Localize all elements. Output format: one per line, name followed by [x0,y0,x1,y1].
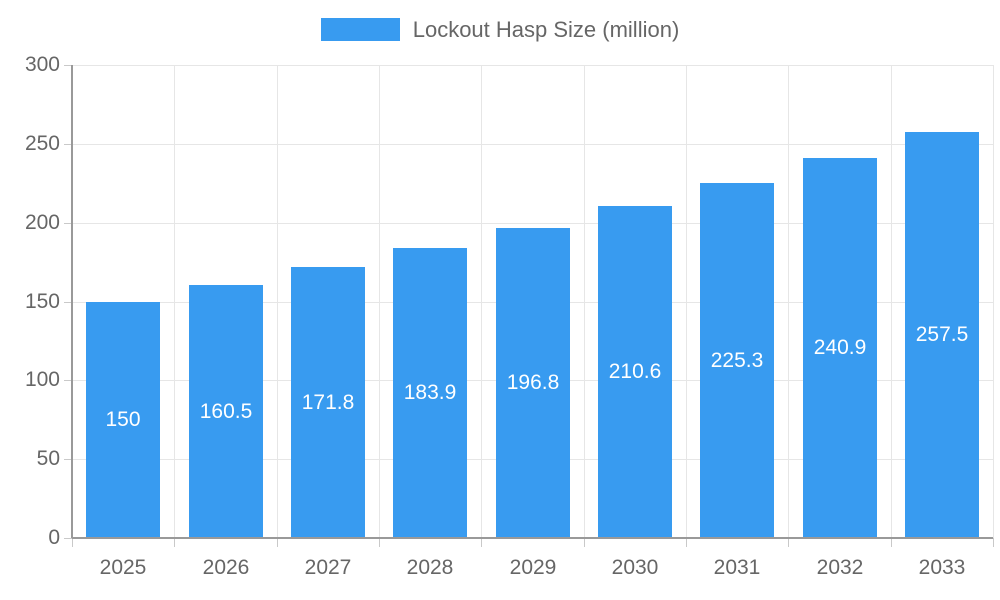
chart-legend: Lockout Hasp Size (million) [0,18,1000,41]
bar-value-label: 240.9 [813,336,867,359]
bar-2031[interactable] [700,183,774,537]
y-axis-tick-label: 0 [48,526,60,549]
gridline-horizontal [72,65,993,66]
y-axis-tick [64,459,72,460]
x-axis-tick [72,538,73,547]
gridline-horizontal [72,223,993,224]
bar-value-label: 171.8 [301,391,355,414]
x-axis-tick-label: 2033 [918,556,966,579]
x-axis-tick [686,538,687,547]
bar-value-label: 225.3 [710,349,764,372]
bar-2028[interactable] [393,248,467,537]
x-axis-tick [379,538,380,547]
y-axis-tick [64,144,72,145]
x-axis-tick [584,538,585,547]
y-axis-tick [64,302,72,303]
legend-swatch-icon [320,18,400,41]
y-axis-line [71,65,73,538]
gridline-vertical [891,65,892,538]
bar-2032[interactable] [803,158,877,537]
x-axis-tick [993,538,994,547]
gridline-vertical [993,65,994,538]
y-axis-tick [64,380,72,381]
bar-2025[interactable] [86,302,160,537]
x-axis-tick-label: 2025 [99,556,147,579]
x-axis-tick [174,538,175,547]
bar-2030[interactable] [598,206,672,537]
gridline-vertical [481,65,482,538]
x-axis-tick-label: 2027 [304,556,352,579]
gridline-vertical [379,65,380,538]
y-axis-tick-label: 250 [24,132,60,155]
y-axis-tick [64,223,72,224]
x-axis-tick [481,538,482,547]
bar-2026[interactable] [189,285,263,537]
x-axis-tick [891,538,892,547]
x-axis-tick-label: 2028 [406,556,454,579]
y-axis-tick-label: 150 [24,290,60,313]
bar-2027[interactable] [291,267,365,537]
x-axis-tick [788,538,789,547]
y-axis-tick-label: 300 [24,53,60,76]
legend-label: Lockout Hasp Size (million) [412,17,680,42]
gridline-vertical [277,65,278,538]
x-axis-tick-label: 2030 [611,556,659,579]
y-axis-tick [64,65,72,66]
legend-item[interactable]: Lockout Hasp Size (million) [320,17,680,42]
x-axis-tick-label: 2026 [202,556,250,579]
bar-value-label: 196.8 [506,371,560,394]
x-axis-line [72,537,993,539]
y-axis-tick-label: 200 [24,211,60,234]
bar-value-label: 160.5 [199,400,253,423]
gridline-vertical [584,65,585,538]
gridline-vertical [788,65,789,538]
y-axis-tick-label: 100 [24,368,60,391]
bar-value-label: 257.5 [915,323,969,346]
bar-value-label: 150 [105,408,141,431]
x-axis-tick-label: 2029 [509,556,557,579]
gridline-vertical [174,65,175,538]
y-axis-tick [64,538,72,539]
x-axis-tick [277,538,278,547]
bar-value-label: 183.9 [403,381,457,404]
y-axis-tick-label: 50 [36,447,60,470]
bar-value-label: 210.6 [608,360,662,383]
plot-area: 150 160.5 171.8 183.9 196.8 210.6 225.3 240.9 25… [64,65,994,547]
gridline-vertical [686,65,687,538]
bar-2033[interactable] [905,132,979,537]
bar-2029[interactable] [496,228,570,537]
x-axis-tick-label: 2031 [713,556,761,579]
gridline-horizontal [72,144,993,145]
x-axis-tick-label: 2032 [816,556,864,579]
